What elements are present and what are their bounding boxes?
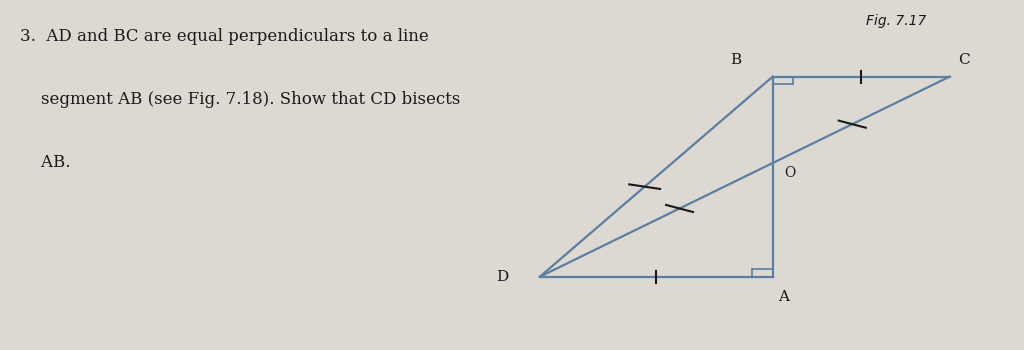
Text: A: A — [778, 290, 790, 304]
Text: O: O — [783, 166, 795, 180]
Text: D: D — [497, 270, 509, 284]
Text: Fig. 7.17: Fig. 7.17 — [866, 14, 926, 28]
Text: 3.  AD and BC are equal perpendiculars to a line: 3. AD and BC are equal perpendiculars to… — [20, 28, 429, 45]
Text: B: B — [730, 53, 741, 67]
Text: segment AB (see Fig. 7.18). Show that CD bisects: segment AB (see Fig. 7.18). Show that CD… — [20, 91, 461, 108]
Text: C: C — [957, 53, 970, 67]
Text: AB.: AB. — [20, 154, 71, 171]
